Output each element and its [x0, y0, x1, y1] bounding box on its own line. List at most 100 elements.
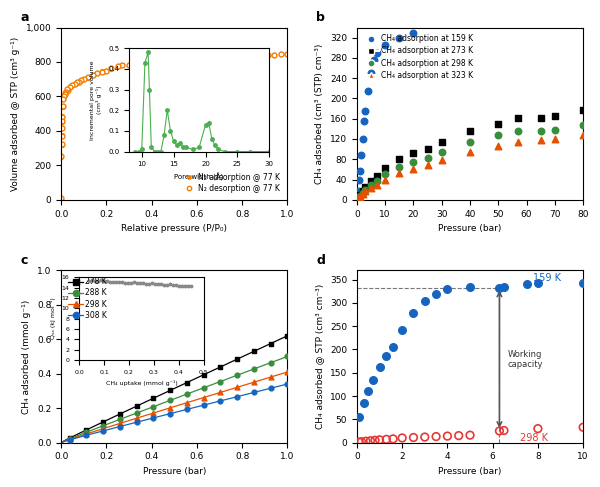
Point — [370, 436, 380, 444]
Point — [266, 373, 275, 381]
Point — [443, 285, 452, 293]
Point — [536, 136, 545, 144]
Point — [578, 131, 588, 139]
Point — [382, 435, 391, 443]
Point — [353, 195, 362, 203]
Point — [352, 195, 362, 203]
Point — [465, 128, 475, 135]
Point — [115, 415, 125, 423]
Point — [361, 183, 370, 191]
X-axis label: Pressure (bar): Pressure (bar) — [439, 467, 502, 476]
Point — [132, 402, 142, 410]
N₂ desorption @ 77 K — [145, 60, 152, 66]
Point — [283, 380, 292, 388]
Point — [409, 166, 418, 173]
Point — [355, 176, 364, 184]
Point — [358, 187, 367, 195]
Point — [409, 433, 418, 441]
Point — [249, 378, 259, 386]
Point — [494, 131, 503, 139]
Point — [437, 148, 446, 155]
Text: Working
capacity: Working capacity — [508, 350, 543, 369]
Point — [397, 326, 407, 334]
Point — [372, 177, 382, 185]
Point — [115, 419, 125, 427]
Point — [358, 135, 367, 143]
Point — [465, 138, 475, 146]
Point — [115, 410, 125, 418]
Point — [149, 409, 158, 417]
Point — [215, 389, 225, 396]
Point — [149, 394, 158, 402]
Point — [380, 176, 390, 184]
N₂ adsorption @ 77 K — [61, 91, 68, 96]
Point — [98, 418, 108, 426]
Point — [388, 343, 398, 351]
Point — [165, 396, 175, 404]
X-axis label: Pressure (bar): Pressure (bar) — [143, 467, 206, 476]
Point — [423, 162, 433, 169]
N₂ desorption @ 77 K — [59, 118, 66, 124]
Point — [499, 283, 509, 291]
Point — [361, 107, 370, 115]
N₂ adsorption @ 77 K — [58, 196, 65, 202]
Point — [578, 121, 588, 129]
Point — [409, 158, 418, 166]
Text: c: c — [20, 254, 28, 267]
Point — [578, 279, 588, 287]
Point — [353, 195, 362, 203]
Point — [65, 436, 74, 444]
Point — [369, 56, 379, 64]
Point — [283, 368, 292, 376]
Point — [249, 389, 259, 396]
Text: d: d — [316, 254, 325, 267]
Point — [82, 429, 91, 436]
Point — [98, 427, 108, 435]
Point — [380, 165, 390, 172]
Point — [283, 353, 292, 360]
N₂ desorption @ 77 K — [58, 153, 65, 159]
Point — [82, 426, 91, 434]
Text: 159 K: 159 K — [533, 273, 562, 283]
Point — [372, 172, 382, 180]
Point — [182, 390, 191, 398]
Point — [165, 387, 175, 394]
N₂ desorption @ 77 K — [211, 56, 218, 61]
Point — [578, 423, 588, 431]
Point — [232, 372, 242, 379]
Point — [366, 177, 376, 185]
Point — [465, 148, 475, 155]
Point — [115, 423, 125, 431]
Point — [409, 29, 418, 37]
Point — [536, 114, 545, 122]
Point — [199, 401, 208, 409]
N₂ desorption @ 77 K — [284, 52, 291, 57]
N₂ adsorption @ 77 K — [277, 52, 284, 57]
Point — [132, 418, 142, 426]
N₂ adsorption @ 77 K — [63, 87, 70, 93]
Point — [182, 379, 191, 387]
Point — [82, 431, 91, 439]
Point — [372, 49, 382, 57]
Point — [355, 413, 364, 421]
Point — [65, 435, 74, 443]
Point — [283, 332, 292, 340]
Point — [355, 167, 365, 175]
Y-axis label: CH₄ adsorbed (cm³ (STP) cm⁻³): CH₄ adsorbed (cm³ (STP) cm⁻³) — [316, 43, 325, 184]
Point — [395, 34, 404, 41]
Point — [266, 340, 275, 348]
Point — [365, 437, 375, 445]
Point — [353, 194, 363, 202]
Point — [352, 195, 362, 203]
N₂ adsorption @ 77 K — [59, 113, 66, 119]
Point — [361, 437, 371, 445]
Point — [513, 114, 523, 122]
Line: N₂ desorption @ 77 K: N₂ desorption @ 77 K — [59, 52, 290, 200]
Point — [355, 192, 365, 200]
Point — [513, 128, 523, 135]
Point — [437, 156, 446, 164]
N₂ desorption @ 77 K — [191, 56, 199, 62]
Point — [454, 432, 464, 440]
Point — [420, 433, 430, 441]
Point — [182, 399, 191, 407]
